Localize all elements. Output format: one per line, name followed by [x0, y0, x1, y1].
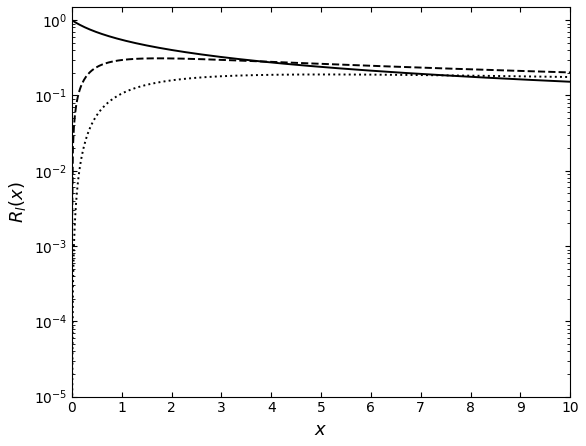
X-axis label: $x$: $x$ [315, 421, 328, 439]
Y-axis label: $R_l(x)$: $R_l(x)$ [7, 181, 28, 223]
